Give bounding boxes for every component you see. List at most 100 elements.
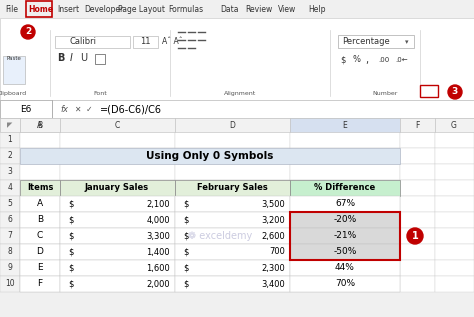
Bar xyxy=(175,148,290,164)
Text: B: B xyxy=(57,53,64,63)
Bar xyxy=(20,212,60,228)
Bar xyxy=(60,276,175,292)
Bar xyxy=(290,228,400,244)
Text: -50%: -50% xyxy=(333,248,357,256)
Text: February Sales: February Sales xyxy=(197,184,267,192)
Bar xyxy=(0,180,20,196)
Text: 6: 6 xyxy=(8,216,12,224)
Bar xyxy=(175,244,290,260)
Text: 8: 8 xyxy=(8,248,12,256)
Bar xyxy=(435,276,474,292)
Text: Alignment: Alignment xyxy=(224,91,256,96)
Text: $: $ xyxy=(183,216,188,224)
Bar xyxy=(20,148,60,164)
Text: -20%: -20% xyxy=(333,216,356,224)
Text: 3,300: 3,300 xyxy=(146,231,170,241)
Bar xyxy=(20,276,60,292)
Text: $: $ xyxy=(183,248,188,256)
Bar xyxy=(175,212,290,228)
Text: fx: fx xyxy=(60,105,68,113)
Text: ✕  ✓: ✕ ✓ xyxy=(75,105,92,113)
Text: $: $ xyxy=(183,199,188,209)
Text: F: F xyxy=(37,280,43,288)
Bar xyxy=(20,132,60,148)
Bar xyxy=(435,260,474,276)
Bar xyxy=(400,180,435,196)
Text: 4,000: 4,000 xyxy=(146,216,170,224)
Text: Aˆ Aˆ: Aˆ Aˆ xyxy=(162,37,182,47)
Bar xyxy=(400,228,435,244)
Text: 1,400: 1,400 xyxy=(146,248,170,256)
Text: 3,200: 3,200 xyxy=(261,216,285,224)
Bar xyxy=(290,212,400,260)
Bar xyxy=(290,118,400,132)
Bar xyxy=(175,132,290,148)
Circle shape xyxy=(448,85,462,99)
Bar xyxy=(60,244,175,260)
Bar xyxy=(290,212,400,228)
Bar xyxy=(20,228,60,244)
Bar xyxy=(435,196,474,212)
Bar xyxy=(20,260,60,276)
Text: 700: 700 xyxy=(269,248,285,256)
Bar xyxy=(290,212,400,228)
Bar xyxy=(290,180,400,196)
Bar xyxy=(290,260,400,276)
Bar xyxy=(60,228,175,244)
Text: C: C xyxy=(37,231,43,241)
Bar xyxy=(175,260,290,276)
Bar xyxy=(0,212,20,228)
Text: 2,000: 2,000 xyxy=(146,280,170,288)
Bar xyxy=(400,148,435,164)
Bar xyxy=(60,276,175,292)
Bar xyxy=(400,212,435,228)
Bar xyxy=(400,244,435,260)
Bar xyxy=(290,260,400,276)
Bar xyxy=(290,276,400,292)
Bar xyxy=(400,276,435,292)
Bar xyxy=(290,132,400,148)
Bar xyxy=(290,180,400,196)
Text: $: $ xyxy=(183,280,188,288)
Bar xyxy=(400,196,435,212)
Text: .0←: .0← xyxy=(395,57,408,63)
Bar xyxy=(20,276,60,292)
Bar xyxy=(175,118,290,132)
Bar xyxy=(60,164,175,180)
Bar xyxy=(175,164,290,180)
Bar xyxy=(55,36,130,48)
Bar xyxy=(175,196,290,212)
Bar xyxy=(0,0,474,18)
Text: 4: 4 xyxy=(8,184,12,192)
Bar xyxy=(435,118,474,132)
Bar xyxy=(0,118,474,132)
Text: B: B xyxy=(37,120,43,130)
Text: Percentage: Percentage xyxy=(342,37,390,47)
Text: %: % xyxy=(353,55,361,64)
Bar xyxy=(175,260,290,276)
Bar xyxy=(290,244,400,260)
Bar xyxy=(175,196,290,212)
Text: I: I xyxy=(70,53,73,63)
Bar xyxy=(175,276,290,292)
Bar xyxy=(400,118,435,132)
Bar xyxy=(338,35,414,48)
Text: D: D xyxy=(229,120,235,130)
Text: ❁ exceldemy: ❁ exceldemy xyxy=(188,231,252,241)
Bar xyxy=(60,196,175,212)
Bar xyxy=(60,244,175,260)
Text: $: $ xyxy=(68,248,73,256)
Bar xyxy=(175,180,290,196)
Text: A: A xyxy=(37,199,43,209)
Bar xyxy=(435,148,474,164)
Text: B: B xyxy=(37,216,43,224)
Text: 10: 10 xyxy=(5,280,15,288)
Text: Using Only 0 Symbols: Using Only 0 Symbols xyxy=(146,151,273,161)
Text: D: D xyxy=(36,248,44,256)
Bar xyxy=(20,180,60,196)
Bar xyxy=(20,118,60,132)
Text: F: F xyxy=(415,120,419,130)
Text: .00: .00 xyxy=(378,57,389,63)
Bar xyxy=(0,118,20,132)
Bar xyxy=(20,244,60,260)
